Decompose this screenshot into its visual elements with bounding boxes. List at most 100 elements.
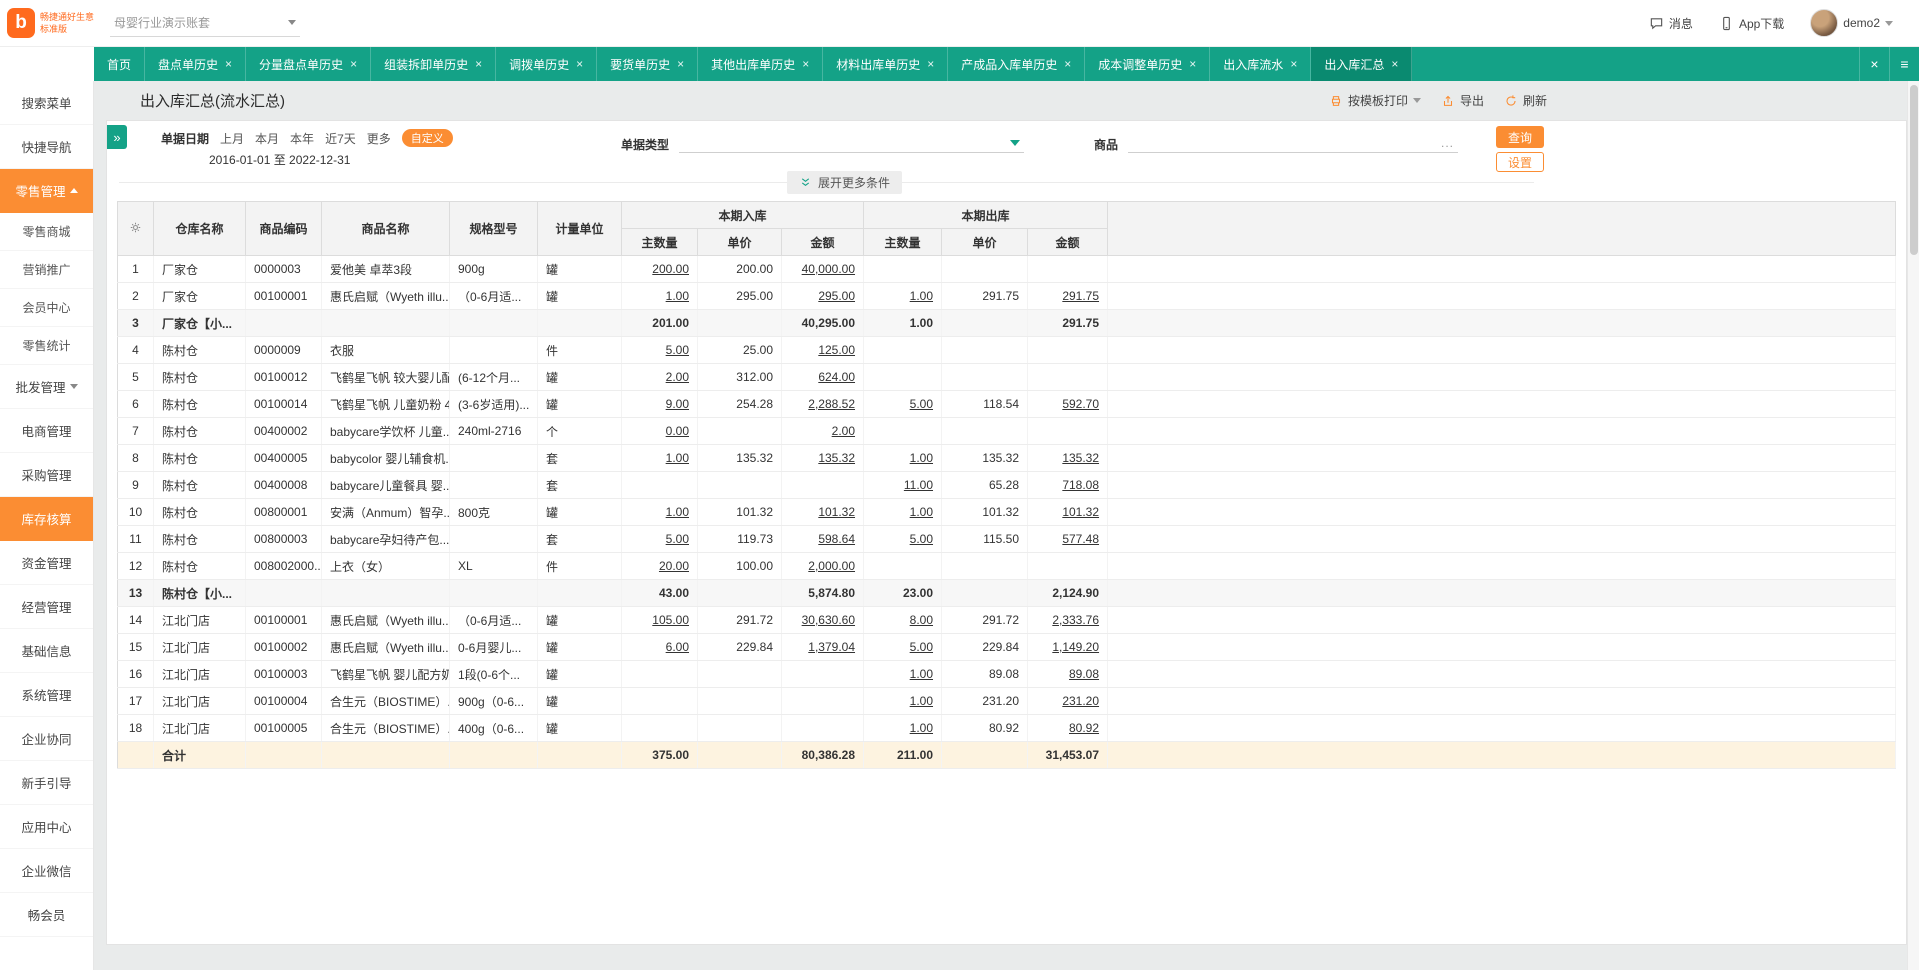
table-row[interactable]: 14 江北门店 00100001 惠氏启赋（Wyeth illu... （0-6月适..… <box>117 606 1896 634</box>
amount-link[interactable]: 89.08 <box>1069 667 1100 681</box>
table-row[interactable]: 12 陈村仓 008002000... 上衣（女） XL 件 20.00 100.00 2,00… <box>117 552 1896 580</box>
tab-close-icon[interactable]: × <box>927 57 935 71</box>
sidebar-item[interactable]: 快捷导航 <box>0 125 93 169</box>
date-quick-option[interactable]: 近7天 <box>325 131 356 146</box>
scrollbar-thumb[interactable] <box>1910 85 1918 255</box>
sidebar-item[interactable]: 零售统计 <box>0 327 93 365</box>
sidebar-item[interactable]: 会员中心 <box>0 289 93 327</box>
amount-link[interactable]: 125.00 <box>818 343 856 357</box>
amount-link[interactable]: 598.64 <box>818 532 856 546</box>
amount-link[interactable]: 200.00 <box>652 262 689 276</box>
product-more-button[interactable]: ... <box>1441 135 1455 150</box>
tab-close-icon[interactable]: × <box>350 57 358 71</box>
tab-item[interactable]: 组装拆卸单历史 × <box>371 47 497 81</box>
amount-link[interactable]: 1.00 <box>909 667 934 681</box>
amount-link[interactable]: 577.48 <box>1062 532 1100 546</box>
table-total-row[interactable]: 合计 375.00 80,386.28 211.00 31,453.07 <box>117 741 1896 769</box>
tab-item[interactable]: 分量盘点单历史 × <box>246 47 372 81</box>
sidebar-item[interactable]: 电商管理 <box>0 409 93 453</box>
tab-item[interactable]: 材料出库单历史 × <box>823 47 949 81</box>
amount-link[interactable]: 1.00 <box>909 505 934 519</box>
amount-link[interactable]: 11.00 <box>903 478 934 492</box>
table-row[interactable]: 9 陈村仓 00400008 babycare儿童餐具 婴... 套 11.00 65.28… <box>117 471 1896 499</box>
amount-link[interactable]: 2,288.52 <box>808 397 856 411</box>
amount-link[interactable]: 2.00 <box>831 424 856 438</box>
amount-link[interactable]: 20.00 <box>658 559 689 573</box>
amount-link[interactable]: 5.00 <box>909 640 934 654</box>
tab-close-icon[interactable]: × <box>1290 57 1298 71</box>
tab-close-icon[interactable]: × <box>1064 57 1072 71</box>
tab-item[interactable]: 出入库汇总 × <box>1311 47 1413 81</box>
tab-item[interactable]: 调拨单历史 × <box>496 47 598 81</box>
amount-link[interactable]: 291.75 <box>1062 289 1100 303</box>
app-download-button[interactable]: App下载 <box>1719 15 1784 32</box>
amount-link[interactable]: 105.00 <box>652 613 689 627</box>
amount-link[interactable]: 2,333.76 <box>1052 613 1100 627</box>
table-row[interactable]: 15 江北门店 00100002 惠氏启赋（Wyeth illu... 0-6月婴儿..… <box>117 633 1896 661</box>
amount-link[interactable]: 0.00 <box>665 424 689 438</box>
sidebar-item[interactable]: 应用中心 <box>0 805 93 849</box>
tab-close-icon[interactable]: × <box>1391 57 1399 71</box>
amount-link[interactable]: 624.00 <box>818 370 856 384</box>
settings-button[interactable]: 设置 <box>1496 152 1544 172</box>
tab-close-icon[interactable]: × <box>802 57 810 71</box>
table-row[interactable]: 17 江北门店 00100004 合生元（BIOSTIME）... 900g（0-6..… <box>117 687 1896 715</box>
messages-button[interactable]: 消息 <box>1649 15 1693 32</box>
refresh-button[interactable]: 刷新 <box>1504 92 1547 109</box>
amount-link[interactable]: 6.00 <box>665 640 689 654</box>
vertical-scrollbar[interactable] <box>1907 81 1919 970</box>
amount-link[interactable]: 80.92 <box>1069 721 1100 735</box>
amount-link[interactable]: 1.00 <box>909 721 934 735</box>
sidebar-item[interactable]: 批发管理 <box>0 365 93 409</box>
expand-more-button[interactable]: 展开更多条件 <box>787 171 903 194</box>
amount-link[interactable]: 40,000.00 <box>801 262 856 276</box>
search-button[interactable]: 查询 <box>1496 126 1544 148</box>
product-input[interactable]: ... <box>1128 133 1459 153</box>
amount-link[interactable]: 2,000.00 <box>808 559 856 573</box>
tab-close-icon[interactable]: × <box>1189 57 1197 71</box>
amount-link[interactable]: 231.20 <box>1062 694 1100 708</box>
date-quick-option[interactable]: 本年 <box>290 131 315 146</box>
doc-type-select[interactable] <box>679 133 1025 153</box>
amount-link[interactable]: 135.32 <box>818 451 856 465</box>
tab-item[interactable]: 成本调整单历史 × <box>1085 47 1211 81</box>
amount-link[interactable]: 592.70 <box>1062 397 1100 411</box>
sidebar-item[interactable]: 资金管理 <box>0 541 93 585</box>
sidebar-item[interactable]: 企业微信 <box>0 849 93 893</box>
sidebar-item[interactable]: 畅会员 <box>0 893 93 937</box>
amount-link[interactable]: 1.00 <box>665 451 689 465</box>
amount-link[interactable]: 5.00 <box>909 397 934 411</box>
table-row[interactable]: 18 江北门店 00100005 合生元（BIOSTIME）... 400g（0-6..… <box>117 714 1896 742</box>
tab-close-icon[interactable]: × <box>677 57 685 71</box>
date-quick-option[interactable]: 上月 <box>220 131 245 146</box>
sidebar-item[interactable]: 库存核算 <box>0 497 93 541</box>
amount-link[interactable]: 5.00 <box>665 532 689 546</box>
amount-link[interactable]: 135.32 <box>1062 451 1100 465</box>
table-row[interactable]: 1 厂家仓 0000003 爱他美 卓萃3段 900g 罐 200.00 200.00 40,0… <box>117 255 1896 283</box>
table-row[interactable]: 8 陈村仓 00400005 babycolor 婴儿辅食机... 套 1.00 135.3… <box>117 444 1896 472</box>
sidebar-item[interactable]: 零售管理 <box>0 169 93 213</box>
tab-item[interactable]: 产成品入库单历史 × <box>948 47 1086 81</box>
table-row[interactable]: 6 陈村仓 00100014 飞鹤星飞帆 儿童奶粉 4... (3-6岁适用)... 罐 9… <box>117 390 1896 418</box>
sidebar-item[interactable]: 采购管理 <box>0 453 93 497</box>
amount-link[interactable]: 295.00 <box>818 289 856 303</box>
amount-link[interactable]: 1.00 <box>665 289 689 303</box>
amount-link[interactable]: 1.00 <box>665 505 689 519</box>
tab-item[interactable]: 要货单历史 × <box>597 47 699 81</box>
gear-icon[interactable] <box>129 221 142 234</box>
table-row[interactable]: 2 厂家仓 00100001 惠氏启赋（Wyeth illu... （0-6月适... 罐… <box>117 282 1896 310</box>
tab-item[interactable]: 其他出库单历史 × <box>698 47 824 81</box>
tab-close-icon[interactable]: × <box>475 57 483 71</box>
sidebar-item[interactable]: 营销推广 <box>0 251 93 289</box>
sidebar-item[interactable]: 系统管理 <box>0 673 93 717</box>
sidebar-item[interactable]: 零售商城 <box>0 213 93 251</box>
tab-item[interactable]: 盘点单历史 × <box>145 47 247 81</box>
amount-link[interactable]: 101.32 <box>1062 505 1100 519</box>
table-subtotal-row[interactable]: 13 陈村仓【小... 43.00 5,874.80 23.00 2,124.90 <box>117 579 1896 607</box>
amount-link[interactable]: 5.00 <box>665 343 689 357</box>
tab-item[interactable]: 首页 <box>94 47 146 81</box>
tab-item[interactable]: 出入库流水 × <box>1210 47 1312 81</box>
date-quick-option[interactable]: 本月 <box>255 131 280 146</box>
